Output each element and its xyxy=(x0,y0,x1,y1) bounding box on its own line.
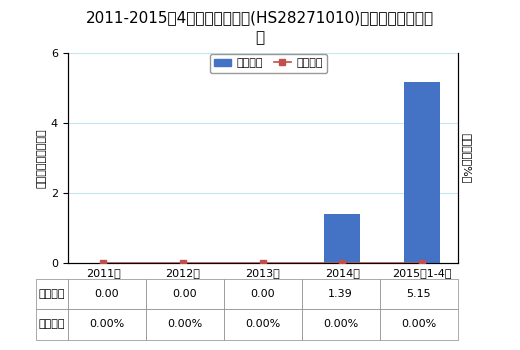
Bar xyxy=(404,82,440,263)
Y-axis label: 进口金额（万美元）: 进口金额（万美元） xyxy=(36,128,47,188)
Bar xyxy=(324,214,360,263)
Text: 2011-2015年4月肥料用氯化锨(HS28271010)进口总额及增速统
计: 2011-2015年4月肥料用氯化锨(HS28271010)进口总额及增速统 计 xyxy=(86,10,434,45)
Legend: 进口金额, 同比增长: 进口金额, 同比增长 xyxy=(210,54,327,73)
Y-axis label: 同比增长（%）: 同比增长（%） xyxy=(462,133,472,183)
